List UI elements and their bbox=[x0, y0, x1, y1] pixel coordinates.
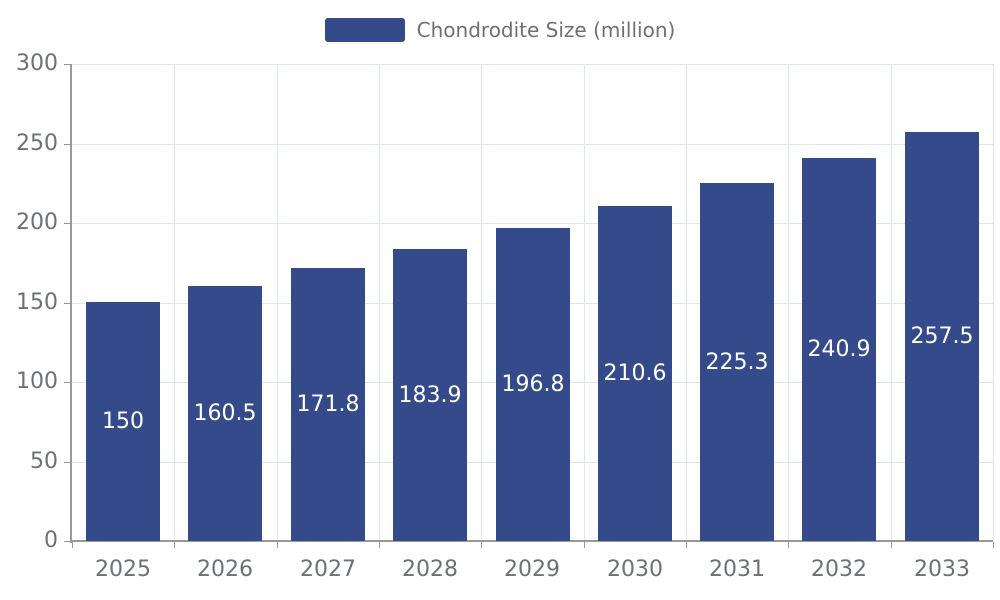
x-axis-label: 2025 bbox=[95, 557, 151, 582]
y-axis-label: 100 bbox=[16, 369, 58, 394]
bar: 196.8 bbox=[496, 228, 570, 541]
x-axis-tick bbox=[379, 542, 380, 548]
y-axis-tick bbox=[64, 303, 70, 304]
y-axis-label: 250 bbox=[16, 131, 58, 156]
y-axis-line bbox=[70, 64, 72, 543]
bar: 257.5 bbox=[905, 132, 979, 541]
y-axis-label: 150 bbox=[16, 290, 58, 315]
bar-value-label: 225.3 bbox=[705, 349, 769, 375]
bar: 150 bbox=[86, 302, 160, 541]
y-axis-label: 0 bbox=[44, 528, 58, 553]
x-grid-line bbox=[788, 64, 789, 541]
x-axis-label: 2032 bbox=[811, 557, 867, 582]
bar-value-label: 183.9 bbox=[398, 382, 462, 408]
x-axis-label: 2031 bbox=[709, 557, 765, 582]
y-axis-tick bbox=[64, 541, 70, 542]
x-axis-label: 2026 bbox=[197, 557, 253, 582]
y-axis-tick bbox=[64, 223, 70, 224]
bar-value-label: 160.5 bbox=[193, 401, 257, 426]
x-grid-line bbox=[993, 64, 994, 541]
bar-value-label: 210.6 bbox=[603, 361, 667, 386]
bar: 160.5 bbox=[188, 286, 262, 541]
y-grid-line bbox=[72, 64, 993, 65]
x-grid-line bbox=[891, 64, 892, 541]
y-axis-tick bbox=[64, 64, 70, 65]
legend-swatch-icon[interactable] bbox=[324, 18, 405, 42]
y-axis-tick bbox=[64, 382, 70, 383]
x-grid-line bbox=[481, 64, 482, 541]
x-grid-line bbox=[686, 64, 687, 541]
x-grid-line bbox=[174, 64, 175, 541]
bar-value-label: 150 bbox=[102, 409, 144, 434]
x-axis-label: 2029 bbox=[504, 557, 560, 582]
bar: 210.6 bbox=[598, 206, 672, 541]
bar-value-label: 240.9 bbox=[807, 337, 871, 362]
legend-label[interactable]: Chondrodite Size (million) bbox=[416, 18, 676, 42]
bar-value-label: 257.5 bbox=[910, 324, 974, 349]
y-axis-tick bbox=[64, 462, 70, 463]
x-grid-line bbox=[277, 64, 278, 541]
x-axis-tick bbox=[686, 542, 687, 548]
y-axis-label: 50 bbox=[30, 449, 58, 474]
y-axis-tick bbox=[64, 144, 70, 145]
bar: 183.9 bbox=[393, 249, 467, 541]
x-axis-tick bbox=[72, 542, 73, 548]
x-axis-tick bbox=[481, 542, 482, 548]
x-axis-label: 2027 bbox=[300, 557, 356, 582]
bar-value-label: 171.8 bbox=[296, 392, 360, 417]
y-axis-label: 300 bbox=[16, 51, 58, 76]
bar: 171.8 bbox=[291, 268, 365, 541]
x-axis-line bbox=[70, 540, 993, 542]
x-axis-tick bbox=[174, 542, 175, 548]
x-axis-tick bbox=[584, 542, 585, 548]
y-grid-line bbox=[72, 223, 993, 224]
x-axis-label: 2033 bbox=[914, 557, 970, 582]
x-axis-tick bbox=[891, 542, 892, 548]
x-axis-tick bbox=[993, 542, 994, 548]
y-grid-line bbox=[72, 144, 993, 145]
x-axis-label: 2028 bbox=[402, 557, 458, 582]
x-grid-line bbox=[584, 64, 585, 541]
x-axis-tick bbox=[788, 542, 789, 548]
bar: 240.9 bbox=[802, 158, 876, 541]
x-grid-line bbox=[379, 64, 380, 541]
bar-value-label: 196.8 bbox=[501, 372, 565, 397]
bar: 225.3 bbox=[700, 183, 774, 541]
x-axis-label: 2030 bbox=[607, 557, 663, 582]
x-axis-tick bbox=[277, 542, 278, 548]
y-axis-label: 200 bbox=[16, 210, 58, 235]
legend[interactable]: Chondrodite Size (million) bbox=[0, 18, 1000, 42]
